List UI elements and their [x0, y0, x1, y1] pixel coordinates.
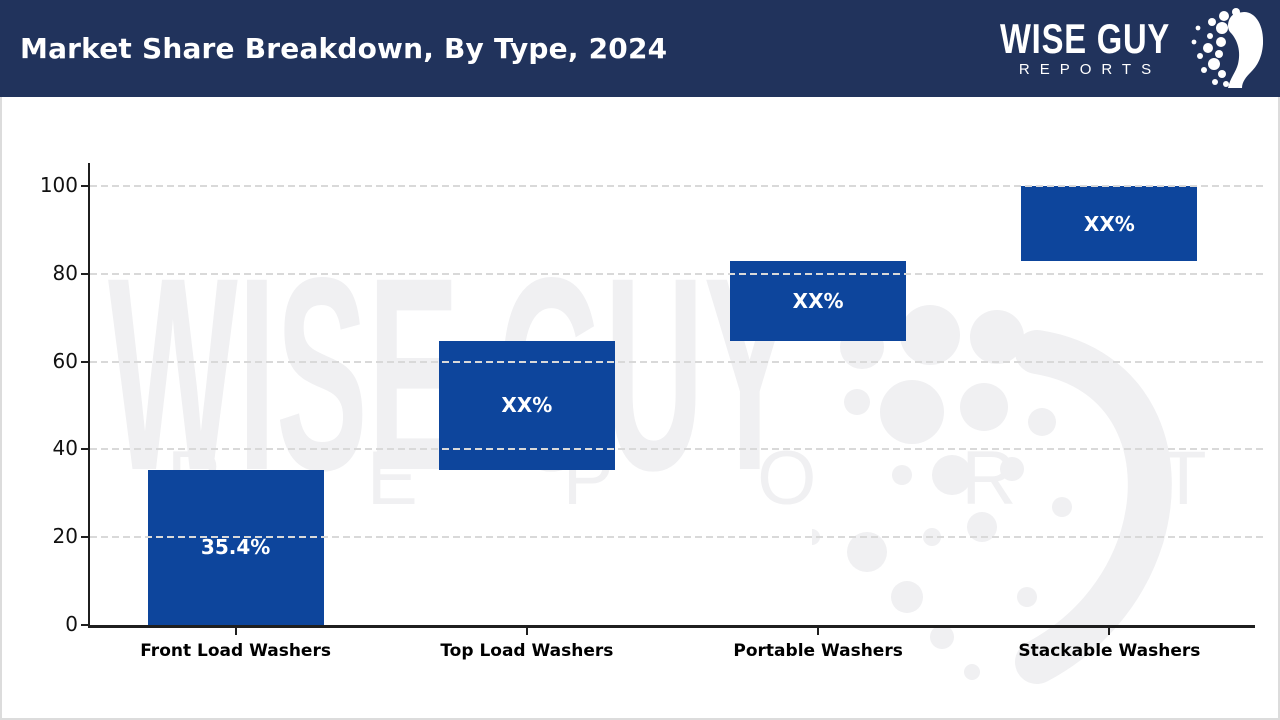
y-tick-label: 60 — [52, 348, 78, 373]
gridline — [90, 185, 1264, 187]
bar-value-label: XX% — [1083, 211, 1135, 236]
page-title: Market Share Breakdown, By Type, 2024 — [20, 32, 668, 65]
x-category-label: Portable Washers — [733, 641, 903, 661]
y-axis-line — [88, 163, 90, 627]
x-axis-line — [88, 625, 1255, 628]
y-tick-label: 20 — [52, 524, 78, 549]
x-tick-mark — [234, 627, 237, 635]
chart-area: WISE GUY R E P O R T S 35.4%Front Load W… — [0, 97, 1280, 720]
bar: 35.4% — [147, 469, 324, 625]
y-tick-mark — [81, 536, 89, 539]
y-tick-label: 0 — [65, 612, 78, 636]
logo-subtext: REPORTS — [1018, 61, 1162, 78]
y-tick-mark — [81, 360, 89, 363]
gridline — [90, 272, 1264, 275]
x-category-label: Top Load Washers — [440, 641, 614, 661]
logo-wordmark: WISE GUY — [999, 15, 1171, 62]
logo-text: WISE GUY REPORTS — [976, 15, 1194, 79]
y-tick-label: 100 — [39, 173, 78, 197]
x-tick-mark — [1108, 627, 1111, 635]
x-category-label: Stackable Washers — [1018, 641, 1201, 661]
y-tick-mark — [81, 448, 89, 451]
gridline — [90, 536, 1264, 539]
gridline — [90, 360, 1264, 363]
x-tick-mark — [525, 627, 528, 635]
y-tick-mark — [81, 272, 89, 275]
header: Market Share Breakdown, By Type, 2024 WI… — [0, 0, 1280, 97]
bar: XX% — [1021, 186, 1198, 262]
y-tick-label: 40 — [52, 436, 78, 461]
y-tick-mark — [81, 185, 89, 187]
bar-value-label: XX% — [792, 288, 844, 313]
x-tick-mark — [817, 627, 820, 635]
y-tick-mark — [81, 624, 89, 626]
logo-face-icon — [1191, 7, 1264, 88]
y-tick-label: 80 — [52, 260, 78, 285]
wiseguy-logo: WISE GUY REPORTS — [976, 0, 1266, 97]
bar-value-label: 35.4% — [200, 535, 271, 560]
watermark-face-icon — [812, 305, 1172, 684]
x-category-label: Front Load Washers — [140, 641, 331, 661]
gridline — [90, 448, 1264, 451]
bar-value-label: XX% — [501, 393, 553, 418]
